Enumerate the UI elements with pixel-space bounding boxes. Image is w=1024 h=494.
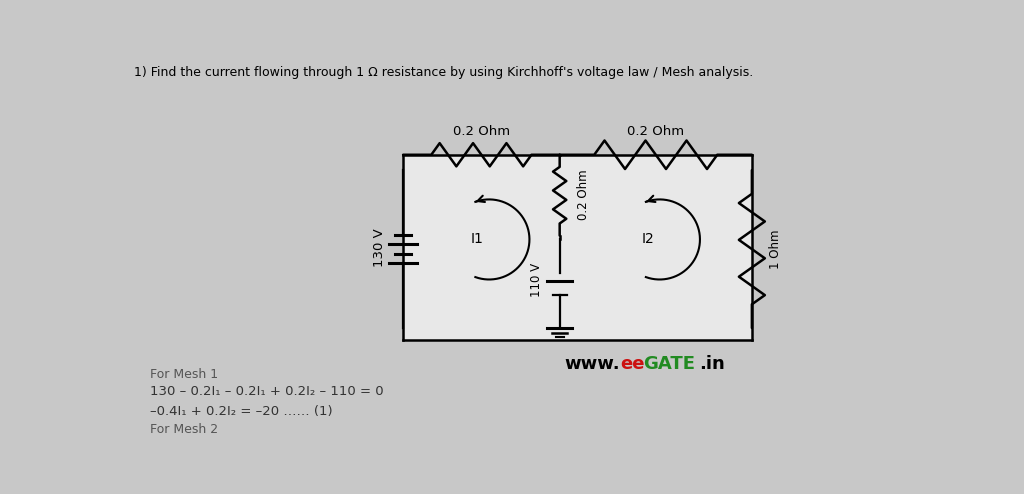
Text: 130 V: 130 V [373, 228, 386, 267]
Text: 0.2 Ohm: 0.2 Ohm [628, 125, 684, 138]
Bar [403, 155, 752, 339]
Text: –0.4I₁ + 0.2I₂ = –20 …… (1): –0.4I₁ + 0.2I₂ = –20 …… (1) [150, 405, 333, 418]
Text: 0.2 Ohm: 0.2 Ohm [453, 125, 510, 138]
Text: www.: www. [564, 355, 621, 373]
Text: I1: I1 [471, 233, 484, 247]
Text: For Mesh 2: For Mesh 2 [150, 423, 218, 437]
Text: 110 V: 110 V [529, 263, 543, 297]
Text: I2: I2 [642, 233, 654, 247]
Text: ee: ee [621, 355, 645, 373]
Text: GATE: GATE [643, 355, 695, 373]
Text: 1) Find the current flowing through 1 Ω resistance by using Kirchhoff's voltage : 1) Find the current flowing through 1 Ω … [134, 66, 754, 79]
Text: 1 Ohm: 1 Ohm [769, 229, 782, 269]
Text: 0.2 Ohm: 0.2 Ohm [577, 170, 590, 220]
Text: 130 – 0.2I₁ – 0.2I₁ + 0.2I₂ – 110 = 0: 130 – 0.2I₁ – 0.2I₁ + 0.2I₂ – 110 = 0 [150, 385, 383, 398]
Text: For Mesh 1: For Mesh 1 [150, 368, 218, 381]
Text: .in: .in [699, 355, 725, 373]
